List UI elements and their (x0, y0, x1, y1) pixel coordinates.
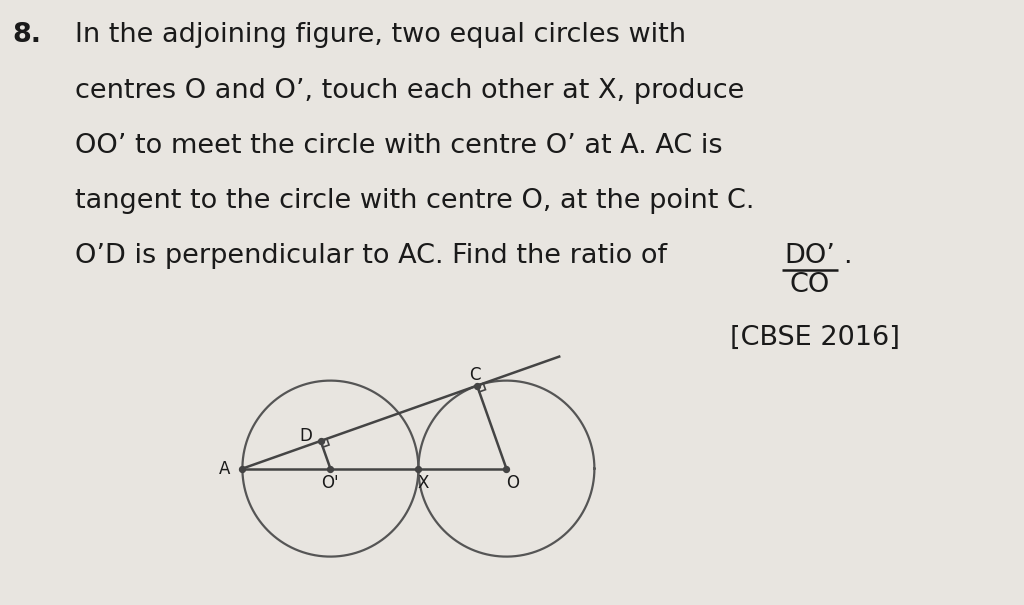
Text: O’D is perpendicular to AC. Find the ratio of: O’D is perpendicular to AC. Find the rat… (75, 243, 667, 269)
Text: 8.: 8. (12, 22, 41, 48)
Text: O: O (506, 474, 519, 492)
Text: C: C (470, 366, 481, 384)
Text: A: A (219, 460, 230, 477)
Text: centres O and O’, touch each other at X, produce: centres O and O’, touch each other at X,… (75, 78, 744, 104)
Text: CO: CO (790, 272, 830, 298)
Point (323, 464, 339, 474)
Text: D: D (299, 427, 312, 445)
Point (411, 464, 427, 474)
Text: DO’: DO’ (784, 243, 836, 269)
Point (234, 464, 251, 474)
Text: OO’ to meet the circle with centre O’ at A. AC is: OO’ to meet the circle with centre O’ at… (75, 133, 723, 159)
Text: In the adjoining figure, two equal circles with: In the adjoining figure, two equal circl… (75, 22, 686, 48)
Text: tangent to the circle with centre O, at the point C.: tangent to the circle with centre O, at … (75, 188, 755, 214)
Text: X: X (417, 474, 428, 492)
Point (499, 464, 515, 474)
Text: .: . (843, 243, 852, 269)
Point (312, 436, 329, 446)
Text: [CBSE 2016]: [CBSE 2016] (730, 325, 900, 351)
Text: O': O' (322, 474, 339, 492)
Point (469, 381, 485, 390)
